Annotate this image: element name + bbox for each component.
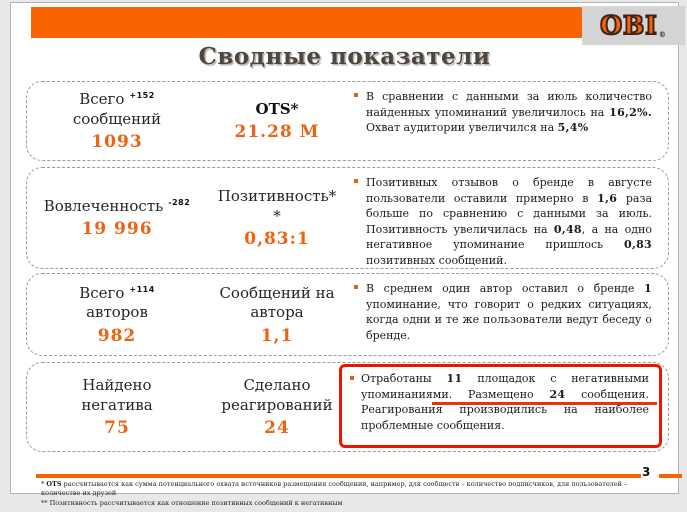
summary-row: Всего +114 авторов 982 Сообщений на автора 1,1… [26, 273, 669, 356]
metric-label-line: Позитивность* [217, 187, 337, 205]
metric-label-line: реагирований [221, 395, 333, 414]
row-description: Позитивных отзывов о бренде в августе по… [366, 176, 652, 268]
row-text: В среднем один автор оставил о бренде 1 … [347, 274, 668, 355]
metric-value: 19 996 [81, 219, 153, 240]
metric-delta: +114 [129, 284, 155, 294]
red-underline [432, 402, 657, 405]
metric-label: Сообщений на автора [219, 284, 334, 323]
metric-label-line: * [273, 206, 281, 225]
metric-delta: +152 [129, 91, 155, 100]
metric-block: Сделано реагирований 24 [207, 363, 347, 451]
summary-row: Найдено негатива 75 Сделано реагирований 24 От… [26, 362, 669, 452]
metric-label-line: сообщений [72, 109, 162, 128]
metric-block: Вовлеченность -282 19 996 [27, 168, 207, 268]
metric-label: OTS* [256, 100, 299, 120]
summary-row: Всего +152 сообщений 1093 OTS* 21.28 М В сравн… [26, 81, 669, 161]
footnotes: * OTS рассчитывается как сумма потенциал… [41, 480, 661, 508]
footnote: ** Позитивность рассчитывается как отнош… [41, 498, 343, 507]
footnote: * OTS рассчитывается как сумма потенциал… [41, 480, 628, 497]
page-title: Сводные показатели [198, 43, 491, 70]
metric-value: 1093 [91, 132, 143, 152]
metric-label-line: негатива [81, 395, 153, 414]
registered-mark-icon: ® [658, 30, 667, 39]
brand-bar [31, 7, 582, 38]
summary-row: Вовлеченность -282 19 996 Позитивность* * 0,8… [26, 167, 669, 269]
metric-label-line: Сообщений на [219, 283, 335, 302]
row-description: В сравнении с данными за июль количество… [366, 90, 652, 135]
metric-label-line: Найдено [82, 376, 152, 394]
row-text: В сравнении с данными за июль количество… [347, 82, 668, 160]
row-text: Позитивных отзывов о бренде в августе по… [347, 168, 668, 268]
metric-label-line: Всего +114 [79, 283, 155, 302]
obi-logo-text: OBI [599, 11, 658, 40]
row-description: В среднем один автор оставил о бренде 1 … [366, 282, 652, 342]
row-description: Отработаны 11 площадок с негативными упо… [361, 372, 649, 432]
metric-value: 1,1 [260, 325, 294, 346]
summary-rows: Всего +152 сообщений 1093 OTS* 21.28 М В сравн… [11, 3, 678, 493]
metric-label-line: автора [250, 303, 304, 321]
metric-label-line: OTS* [255, 99, 299, 118]
metric-label: Всего +152 сообщений [73, 90, 161, 129]
obi-logo: OBI ® [582, 6, 685, 45]
metric-block: Всего +114 авторов 982 [27, 274, 207, 355]
bullet-square-icon [350, 376, 354, 380]
metric-label: Позитивность* * [218, 187, 336, 226]
bullet-square-icon [354, 285, 358, 289]
metric-value: 0,83:1 [244, 229, 310, 249]
page-number: 3 [642, 465, 651, 479]
metric-label: Найдено негатива [81, 376, 152, 415]
metric-label: Сделано реагирований [221, 376, 332, 415]
metric-label-line: Сделано [243, 376, 311, 394]
metric-label: Вовлеченность -282 [44, 197, 191, 217]
metric-block: Позитивность* * 0,83:1 [207, 168, 347, 268]
bullet-square-icon [354, 93, 358, 97]
metric-value: 21.28 М [234, 122, 320, 143]
metric-delta: -282 [168, 197, 191, 207]
highlight-red-box: Отработаны 11 площадок с негативными упо… [339, 364, 662, 448]
metric-block: Сообщений на автора 1,1 [207, 274, 347, 355]
metric-block: Всего +152 сообщений 1093 [27, 82, 207, 160]
footer-rule [36, 474, 641, 478]
metric-value: 75 [104, 418, 130, 438]
metric-block: OTS* 21.28 М [207, 82, 347, 160]
footer-rule-right [659, 474, 682, 478]
metric-label-line: Вовлеченность -282 [43, 196, 191, 215]
metric-label-line: авторов [86, 303, 148, 321]
slide: OBI ® Сводные показатели Всего +152 сообщен… [10, 2, 685, 507]
metric-label-line: Всего +152 [79, 90, 155, 108]
bullet-square-icon [354, 179, 358, 183]
metric-value: 24 [264, 418, 290, 438]
metric-label: Всего +114 авторов [79, 284, 155, 323]
metric-value: 982 [97, 325, 137, 346]
metric-block: Найдено негатива 75 [27, 363, 207, 451]
